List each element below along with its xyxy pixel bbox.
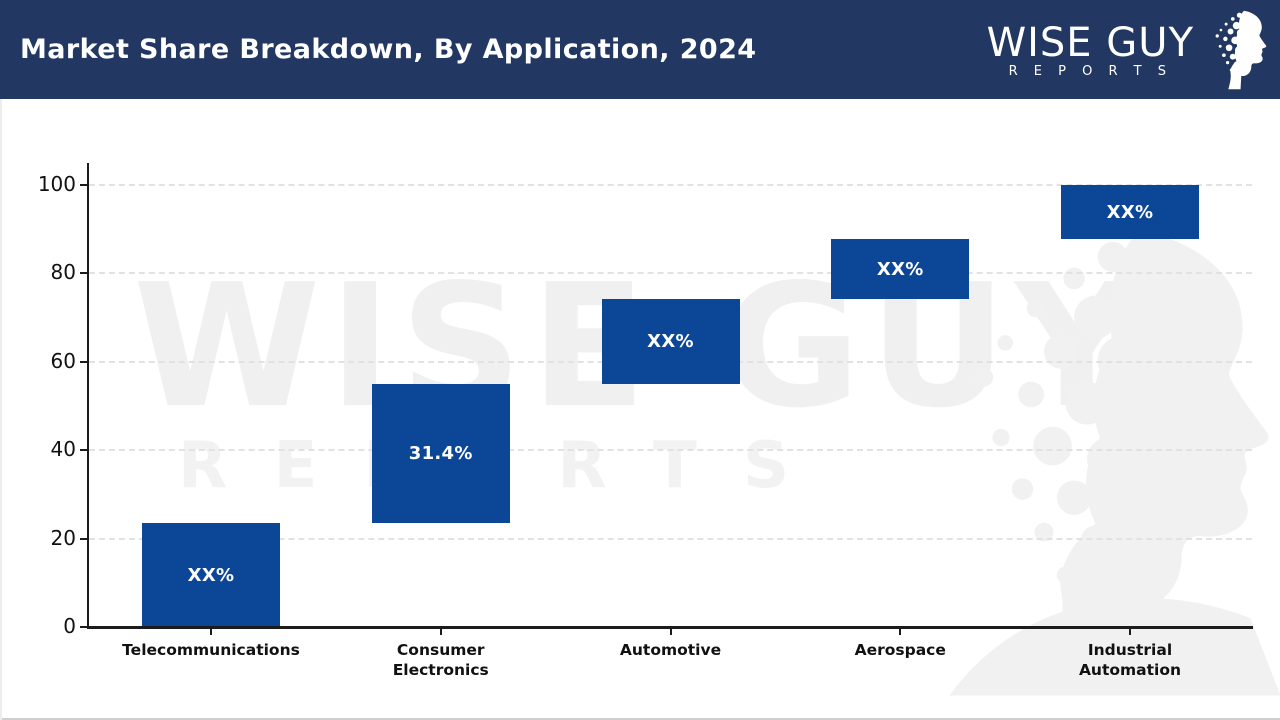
page-title: Market Share Breakdown, By Application, … (20, 34, 757, 65)
x-category-label-4: Industrial Automation (1078, 641, 1182, 679)
y-tick-label-0: 0 (63, 614, 76, 638)
x-category-label-3: Aerospace (854, 641, 946, 659)
x-category-label-0: Telecommunications (122, 641, 300, 659)
y-tick-mark-40 (80, 449, 87, 452)
y-tick-mark-100 (80, 184, 87, 186)
wiseguy-logo-subtitle: R E P O R T S (1008, 63, 1172, 79)
y-tick-label-80: 80 (50, 260, 76, 285)
y-tick-label-40: 40 (50, 437, 76, 462)
x-axis-line (87, 626, 1253, 629)
bar-value-label-0: XX% (187, 564, 235, 586)
x-tick-mark-0 (210, 628, 212, 635)
y-tick-label-60: 60 (50, 348, 76, 373)
x-tick-mark-1 (439, 628, 442, 635)
y-tick-label-20: 20 (50, 525, 76, 550)
y-axis-line (87, 163, 89, 628)
left-border (0, 99, 2, 720)
y-tick-mark-80 (80, 272, 87, 275)
bottom-border (0, 718, 1280, 720)
y-tick-mark-20 (80, 537, 87, 540)
gridline-40 (89, 449, 1252, 452)
wiseguy-logo-text: WISE GUY R E P O R T S (987, 22, 1194, 79)
bar-aerospace: XX% (831, 239, 970, 300)
bar-industrial-automation: XX% (1061, 185, 1199, 240)
gridline-20 (89, 537, 1252, 540)
bar-automotive: XX% (601, 299, 740, 385)
x-tick-mark-2 (669, 628, 672, 635)
bar-value-label-3: XX% (876, 258, 924, 280)
wiseguy-logo-name: WISE GUY (986, 19, 1194, 66)
bar-value-label-1: 31.4% (408, 443, 473, 465)
header-bar: Market Share Breakdown, By Application, … (0, 0, 1280, 99)
x-tick-mark-3 (899, 628, 902, 635)
y-tick-label-100: 100 (37, 172, 76, 196)
x-tick-mark-4 (1129, 628, 1131, 635)
y-tick-mark-0 (80, 626, 87, 628)
bar-telecommunications: XX% (142, 523, 280, 627)
wiseguy-face-logo-icon (1215, 10, 1267, 90)
wiseguy-logo: WISE GUY R E P O R T S (987, 4, 1272, 96)
x-category-label-1: Consumer Electronics (392, 641, 489, 679)
bar-value-label-2: XX% (647, 331, 694, 353)
x-category-label-2: Automotive (619, 641, 722, 659)
y-tick-mark-60 (80, 360, 87, 363)
bar-value-label-4: XX% (1106, 201, 1154, 223)
gridline-80 (89, 272, 1252, 275)
gridline-100 (89, 184, 1252, 186)
bar-consumer-electronics: 31.4% (371, 384, 510, 524)
